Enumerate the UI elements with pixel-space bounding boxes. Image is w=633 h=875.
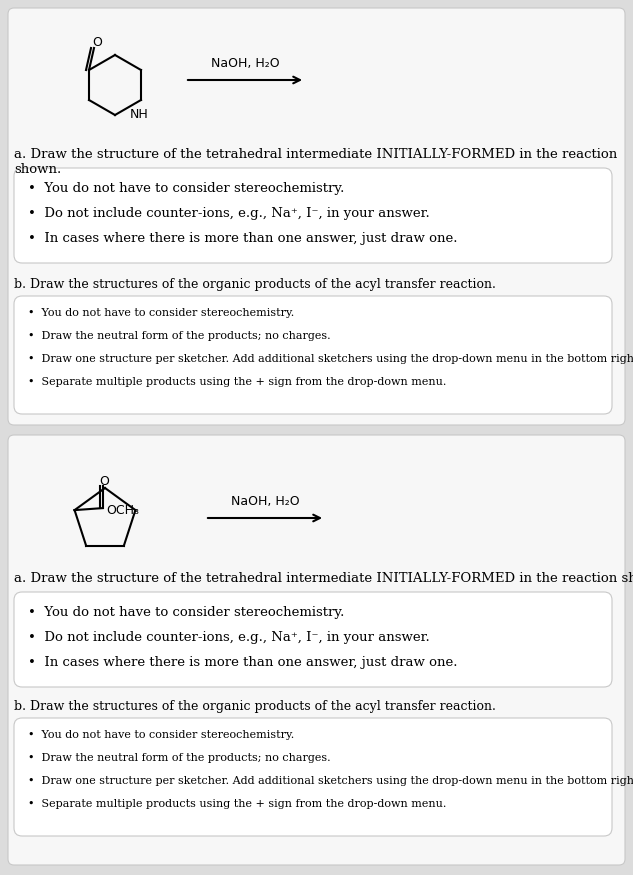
Text: •  Do not include counter-ions, e.g., Na⁺, I⁻, in your answer.: • Do not include counter-ions, e.g., Na⁺… [28,631,430,644]
FancyBboxPatch shape [14,296,612,414]
Text: NH: NH [130,108,148,121]
Text: •  Separate multiple products using the + sign from the drop-down menu.: • Separate multiple products using the +… [28,377,446,387]
Text: •  You do not have to consider stereochemistry.: • You do not have to consider stereochem… [28,182,344,195]
FancyBboxPatch shape [14,168,612,263]
Text: O: O [99,474,110,487]
Text: a. Draw the structure of the tetrahedral intermediate INITIALLY-FORMED in the re: a. Draw the structure of the tetrahedral… [14,572,633,585]
Text: b. Draw the structures of the organic products of the acyl transfer reaction.: b. Draw the structures of the organic pr… [14,278,496,291]
Text: •  You do not have to consider stereochemistry.: • You do not have to consider stereochem… [28,606,344,619]
Text: NaOH, H₂O: NaOH, H₂O [211,57,279,70]
Text: •  You do not have to consider stereochemistry.: • You do not have to consider stereochem… [28,730,294,740]
Text: a. Draw the structure of the tetrahedral intermediate INITIALLY-FORMED in the re: a. Draw the structure of the tetrahedral… [14,148,617,176]
FancyBboxPatch shape [14,718,612,836]
Text: •  Draw the neutral form of the products; no charges.: • Draw the neutral form of the products;… [28,753,330,763]
Text: •  In cases where there is more than one answer, just draw one.: • In cases where there is more than one … [28,232,458,245]
Text: •  Draw one structure per sketcher. Add additional sketchers using the drop-down: • Draw one structure per sketcher. Add a… [28,354,633,364]
FancyBboxPatch shape [8,435,625,865]
Text: •  Draw one structure per sketcher. Add additional sketchers using the drop-down: • Draw one structure per sketcher. Add a… [28,776,633,786]
Text: •  In cases where there is more than one answer, just draw one.: • In cases where there is more than one … [28,656,458,669]
Text: NaOH, H₂O: NaOH, H₂O [230,495,299,508]
Text: •  Draw the neutral form of the products; no charges.: • Draw the neutral form of the products;… [28,331,330,341]
Text: OCH₃: OCH₃ [106,504,139,516]
Text: b. Draw the structures of the organic products of the acyl transfer reaction.: b. Draw the structures of the organic pr… [14,700,496,713]
Text: •  Do not include counter-ions, e.g., Na⁺, I⁻, in your answer.: • Do not include counter-ions, e.g., Na⁺… [28,207,430,220]
FancyBboxPatch shape [8,8,625,425]
Text: •  You do not have to consider stereochemistry.: • You do not have to consider stereochem… [28,308,294,318]
FancyBboxPatch shape [14,592,612,687]
Text: •  Separate multiple products using the + sign from the drop-down menu.: • Separate multiple products using the +… [28,799,446,809]
Text: O: O [92,36,102,48]
